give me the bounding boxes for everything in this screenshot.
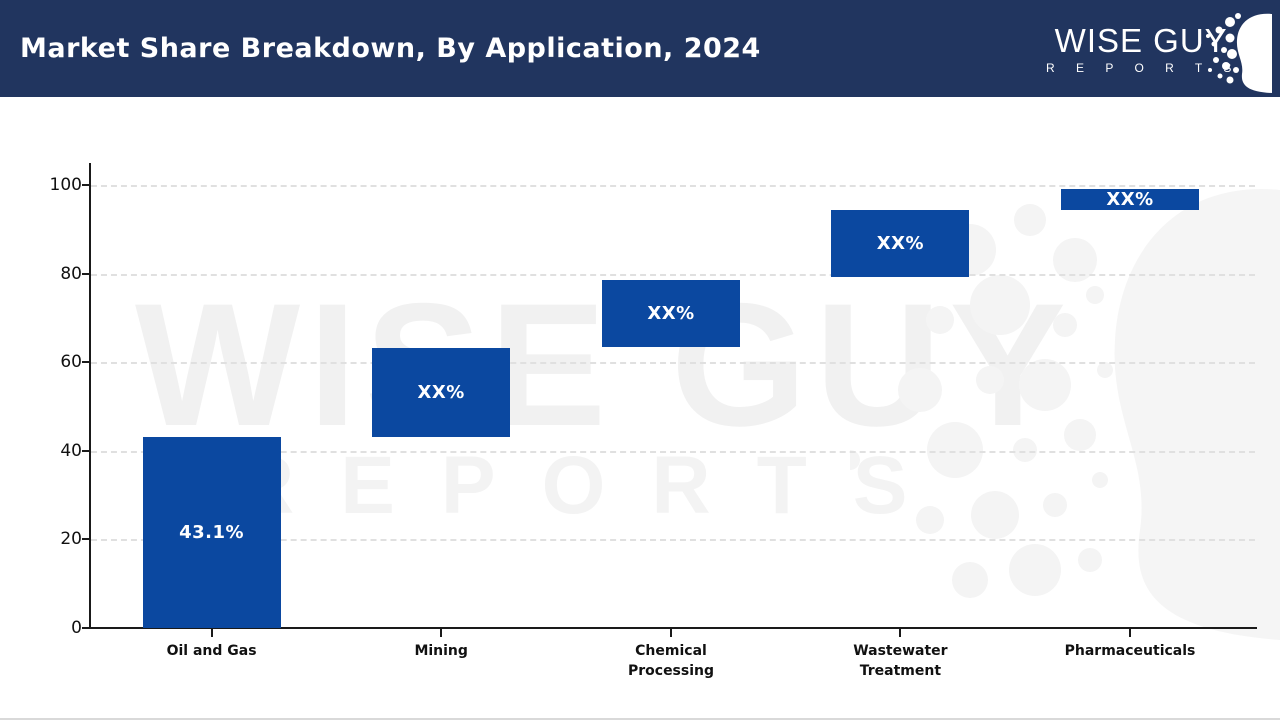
bar-chemical-processing: XX%	[602, 279, 740, 348]
category-label-oil-and-gas: Oil and Gas	[166, 643, 257, 659]
gridline-y-20	[91, 539, 1255, 542]
y-tick-mark	[82, 538, 90, 541]
y-tick-label: 100	[49, 175, 82, 195]
logo-head-icon	[1206, 13, 1272, 94]
gridline-y-80	[91, 273, 1255, 276]
y-tick-mark	[82, 184, 90, 186]
bar-pharmaceuticals: XX%	[1061, 188, 1199, 210]
x-tick-mark	[1129, 629, 1131, 637]
category-label-mining: Mining	[414, 643, 468, 659]
x-axis-line	[89, 627, 1257, 629]
category-label-pharmaceuticals: Pharmaceuticals	[1064, 643, 1196, 659]
gridline-y-60	[91, 362, 1255, 365]
x-tick-mark	[670, 629, 672, 637]
bar-value-label: 43.1%	[179, 522, 245, 544]
logo-wiseguy-text: WISE GUY	[1054, 22, 1228, 59]
gridline-y-40	[91, 450, 1255, 453]
watermark-face-dots	[850, 189, 1280, 640]
bar-value-label: XX%	[647, 302, 695, 324]
y-tick-label: 0	[71, 618, 82, 638]
page-title: Market Share Breakdown, By Application, …	[20, 33, 761, 64]
y-tick-mark	[82, 627, 90, 629]
bottom-border	[0, 718, 1280, 720]
bar-mining: XX%	[372, 348, 511, 437]
y-tick-label: 40	[60, 440, 82, 461]
wise-guy-logo: WISE GUY R E P O R T S	[1016, 6, 1272, 94]
y-tick-mark	[82, 272, 90, 275]
gridline-y-100	[91, 185, 1255, 187]
x-tick-mark	[210, 629, 213, 637]
y-tick-label: 20	[60, 529, 82, 550]
bar-wastewater-treatment: XX%	[831, 209, 970, 278]
watermark-wiseguy-text: WISE GUY	[135, 268, 1075, 463]
category-label-chemical-processing: Chemical Processing	[627, 643, 715, 680]
header-band: Market Share Breakdown, By Application, …	[0, 0, 1280, 97]
y-tick-label: 60	[60, 352, 82, 373]
y-tick-mark	[82, 449, 90, 452]
y-tick-mark	[82, 361, 90, 364]
x-tick-mark	[899, 629, 902, 637]
category-label-wastewater-treatment: Wastewater Treatment	[853, 643, 948, 680]
bar-value-label: XX%	[417, 382, 465, 404]
y-axis-line	[89, 163, 91, 629]
x-tick-mark	[440, 629, 443, 637]
bar-oil-and-gas: 43.1%	[142, 437, 281, 628]
bar-value-label: XX%	[876, 232, 925, 254]
y-tick-label: 80	[60, 263, 82, 284]
watermark-reports-text: REPORTS	[235, 440, 954, 531]
bar-value-label: XX%	[1106, 188, 1154, 210]
logo-reports-text: R E P O R T S	[1046, 61, 1241, 75]
